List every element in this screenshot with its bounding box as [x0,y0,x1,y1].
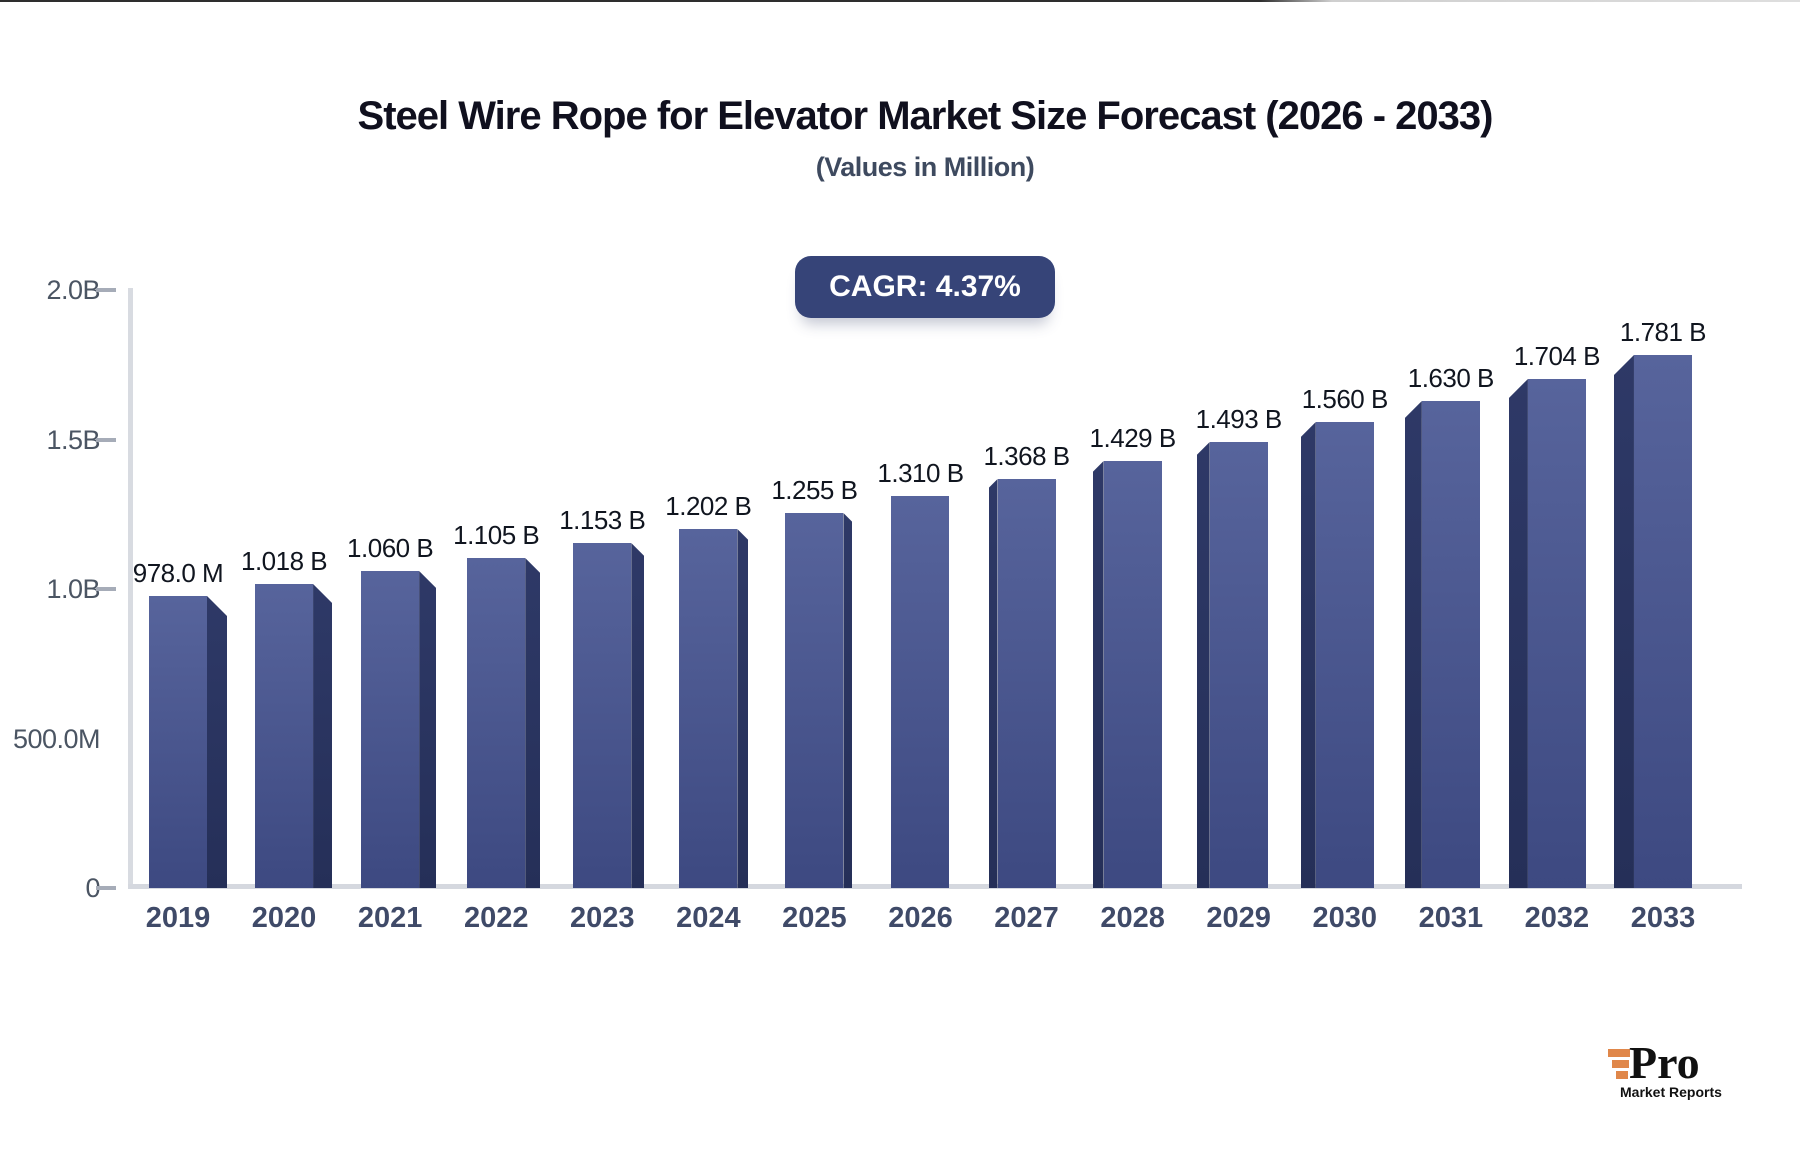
bar-2027 [988,479,1056,888]
bar-side-face [988,479,998,888]
x-axis-label-2026: 2026 [888,902,953,934]
bar-value-label: 1.255 B [771,475,858,505]
pro-market-reports-logo: Pro Market Reports [1604,1037,1764,1110]
y-axis-tick-mark [96,288,116,292]
x-axis-label-2029: 2029 [1206,902,1271,934]
bar-side-face [1404,401,1422,888]
bar-2030 [1300,422,1374,888]
bar-2021 [361,571,437,888]
bar-front-face [1633,355,1692,888]
bar-front-face [1421,401,1480,888]
bar-side-face [1092,461,1104,888]
bar-front-face [149,596,207,888]
y-axis-tick-label: 0 [85,873,100,903]
bar-value-label: 1.105 B [453,520,540,550]
bar-front-face [467,558,526,888]
cagr-badge: CAGR: 4.37% [795,256,1055,318]
x-axis-label-2028: 2028 [1100,902,1165,934]
y-axis-tick-label: 1.5B [46,424,100,455]
bar-2033 [1613,355,1692,888]
x-axis-label-2027: 2027 [994,902,1059,934]
y-axis-tick-label: 500.0M [12,723,101,754]
bar-value-label: 978.0 M [132,558,224,588]
bar-front-face [1527,379,1586,888]
bar-side-face [1613,355,1634,888]
bar-front-face [785,513,844,888]
logo-bar-icon [1608,1049,1630,1057]
cagr-badge-wrap: CAGR: 4.37% [0,256,1800,318]
bar-side-face [207,596,227,888]
bar-front-face [1103,461,1162,888]
logo-bar-icon [1612,1060,1629,1068]
x-axis-label-2023: 2023 [570,902,635,934]
bar-2031 [1404,401,1480,888]
bar-side-face [737,529,749,888]
bar-front-face [573,543,632,888]
x-axis-label-2025: 2025 [782,902,847,934]
bar-front-face [997,479,1056,888]
y-axis-tick-label: 1.0B [46,574,100,604]
x-axis-label-2019: 2019 [145,902,211,934]
bar-value-label: 1.429 B [1089,423,1177,453]
y-axis-tick-label: 2.0B [46,275,100,305]
bar-2029 [1196,442,1268,888]
bar-side-face [525,558,541,888]
bar-2028 [1092,461,1162,888]
chart-subtitle: (Values in Million) [815,152,1035,182]
bar-side-face [1196,442,1210,888]
bar-side-face [843,513,853,888]
y-axis-tick-mark [96,886,116,890]
bar-2019 [149,596,227,888]
chart-title: Steel Wire Rope for Elevator Market Size… [357,94,1494,138]
y-axis-tick-mark [96,587,116,591]
bar-value-label: 1.060 B [347,533,434,563]
x-axis-label-2024: 2024 [676,902,741,934]
bar-value-label: 1.704 B [1513,341,1601,371]
bar-front-face [255,584,314,888]
bar-2020 [255,584,333,888]
bar-2022 [467,558,541,888]
logo-bar-icon [1616,1071,1628,1079]
bar-2023 [573,543,645,888]
bar-value-label: 1.153 B [559,505,646,535]
bar-value-label: 1.310 B [877,458,964,488]
x-axis-label-2022: 2022 [463,902,529,934]
window-top-edge [0,0,1800,2]
x-axis-label-2021: 2021 [357,902,423,934]
bar-side-face [1508,379,1528,888]
bar-value-label: 1.560 B [1301,384,1389,414]
x-axis-label-2031: 2031 [1418,902,1484,934]
x-axis-label-2032: 2032 [1524,902,1590,934]
x-axis-label-2033: 2033 [1630,902,1696,934]
y-axis-line [128,288,133,888]
y-axis-tick-mark [96,437,116,442]
bar-value-label: 1.630 B [1407,363,1495,393]
bar-side-face [419,571,437,888]
bar-value-label: 1.781 B [1619,317,1707,347]
chart-header: Steel Wire Rope for Elevator Market Size… [50,0,1800,183]
bar-side-face [631,543,645,888]
bar-front-face [1209,442,1268,888]
x-axis-label-2030: 2030 [1312,902,1378,934]
bar-value-label: 1.202 B [665,491,752,521]
bar-2026 [891,496,950,888]
bar-front-face [1315,422,1374,888]
bar-value-label: 1.018 B [240,546,328,576]
bar-value-label: 1.493 B [1195,404,1283,434]
logo-subtext: Market Reports [1620,1084,1722,1100]
bar-front-face [361,571,420,888]
bar-side-face [1300,422,1316,888]
bar-side-face [313,584,333,888]
bar-value-label: 1.368 B [983,441,1070,471]
bar-front-face [679,529,738,888]
logo-wordmark: Pro [1629,1037,1700,1088]
bar-front-face [891,496,950,888]
bar-2024 [679,529,749,888]
x-axis-label-2020: 2020 [251,902,317,934]
bar-2032 [1508,379,1586,888]
bar-2025 [785,513,853,888]
